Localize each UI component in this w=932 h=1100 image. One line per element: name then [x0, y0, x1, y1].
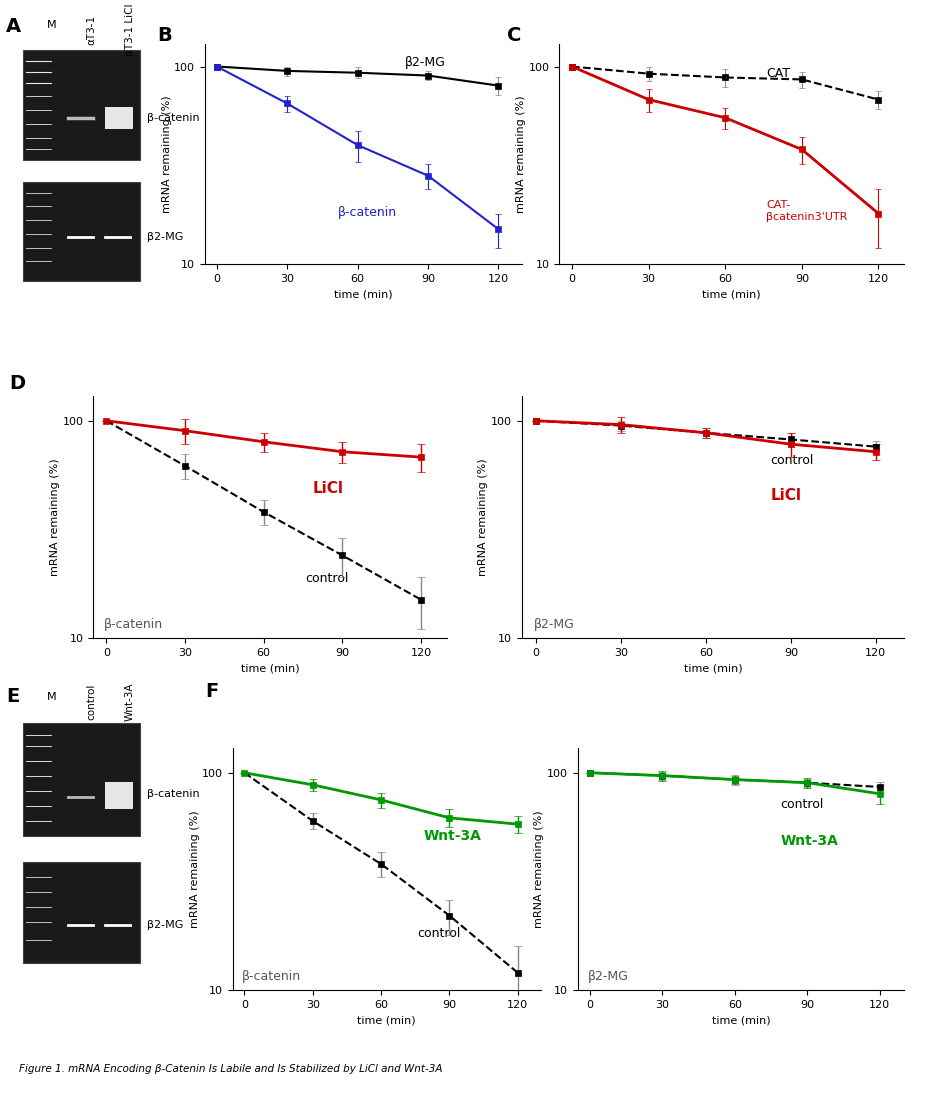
Text: F: F — [205, 682, 218, 701]
Y-axis label: mRNA remaining (%): mRNA remaining (%) — [161, 96, 171, 212]
Text: αT3-1 LiCl: αT3-1 LiCl — [125, 4, 135, 56]
Text: control: control — [418, 927, 461, 939]
Bar — [22, 182, 140, 280]
Text: αT3-1: αT3-1 — [87, 15, 97, 45]
Text: β2-MG: β2-MG — [147, 231, 184, 242]
Text: CAT-
βcatenin3'UTR: CAT- βcatenin3'UTR — [766, 200, 847, 222]
Text: E: E — [6, 688, 20, 706]
X-axis label: time (min): time (min) — [358, 1015, 416, 1025]
X-axis label: time (min): time (min) — [684, 663, 742, 673]
Text: β-catenin: β-catenin — [242, 970, 301, 983]
Text: β2-MG: β2-MG — [587, 970, 628, 983]
Text: Wnt-3A: Wnt-3A — [424, 829, 482, 843]
Y-axis label: mRNA remaining (%): mRNA remaining (%) — [515, 96, 526, 212]
Text: control: control — [87, 684, 97, 721]
Text: C: C — [507, 26, 522, 45]
Bar — [105, 782, 133, 808]
X-axis label: time (min): time (min) — [712, 1015, 770, 1025]
Bar — [22, 723, 140, 836]
Text: β-catenin: β-catenin — [338, 206, 397, 219]
Text: β-catenin: β-catenin — [147, 113, 199, 123]
X-axis label: time (min): time (min) — [241, 663, 299, 673]
Text: β2-MG: β2-MG — [404, 56, 445, 69]
Text: CAT: CAT — [766, 67, 790, 80]
Text: control: control — [306, 572, 350, 585]
Text: Figure 1. mRNA Encoding β-Catenin Is Labile and Is Stabilized by LiCl and Wnt-3A: Figure 1. mRNA Encoding β-Catenin Is Lab… — [19, 1065, 442, 1075]
Bar — [22, 862, 140, 964]
Text: β2-MG: β2-MG — [533, 618, 574, 631]
Text: control: control — [770, 454, 814, 466]
Text: A: A — [6, 16, 21, 35]
Text: control: control — [780, 799, 824, 812]
Y-axis label: mRNA remaining (%): mRNA remaining (%) — [49, 459, 60, 575]
Text: Wnt-3A: Wnt-3A — [780, 834, 838, 848]
Y-axis label: mRNA remaining (%): mRNA remaining (%) — [478, 459, 488, 575]
Text: M: M — [47, 20, 56, 30]
Bar — [105, 108, 133, 130]
Text: LiCl: LiCl — [313, 481, 344, 496]
Text: D: D — [9, 374, 25, 393]
Text: β2-MG: β2-MG — [147, 920, 184, 929]
Text: β-catenin: β-catenin — [103, 618, 163, 631]
X-axis label: time (min): time (min) — [335, 289, 392, 299]
Text: Wnt-3A: Wnt-3A — [125, 683, 135, 722]
Y-axis label: mRNA remaining (%): mRNA remaining (%) — [189, 811, 199, 927]
Text: LiCl: LiCl — [770, 488, 802, 503]
Text: M: M — [47, 692, 56, 702]
X-axis label: time (min): time (min) — [703, 289, 761, 299]
Text: B: B — [158, 26, 172, 45]
Y-axis label: mRNA remaining (%): mRNA remaining (%) — [534, 811, 544, 927]
Bar — [22, 50, 140, 160]
Text: β-catenin: β-catenin — [147, 789, 199, 799]
